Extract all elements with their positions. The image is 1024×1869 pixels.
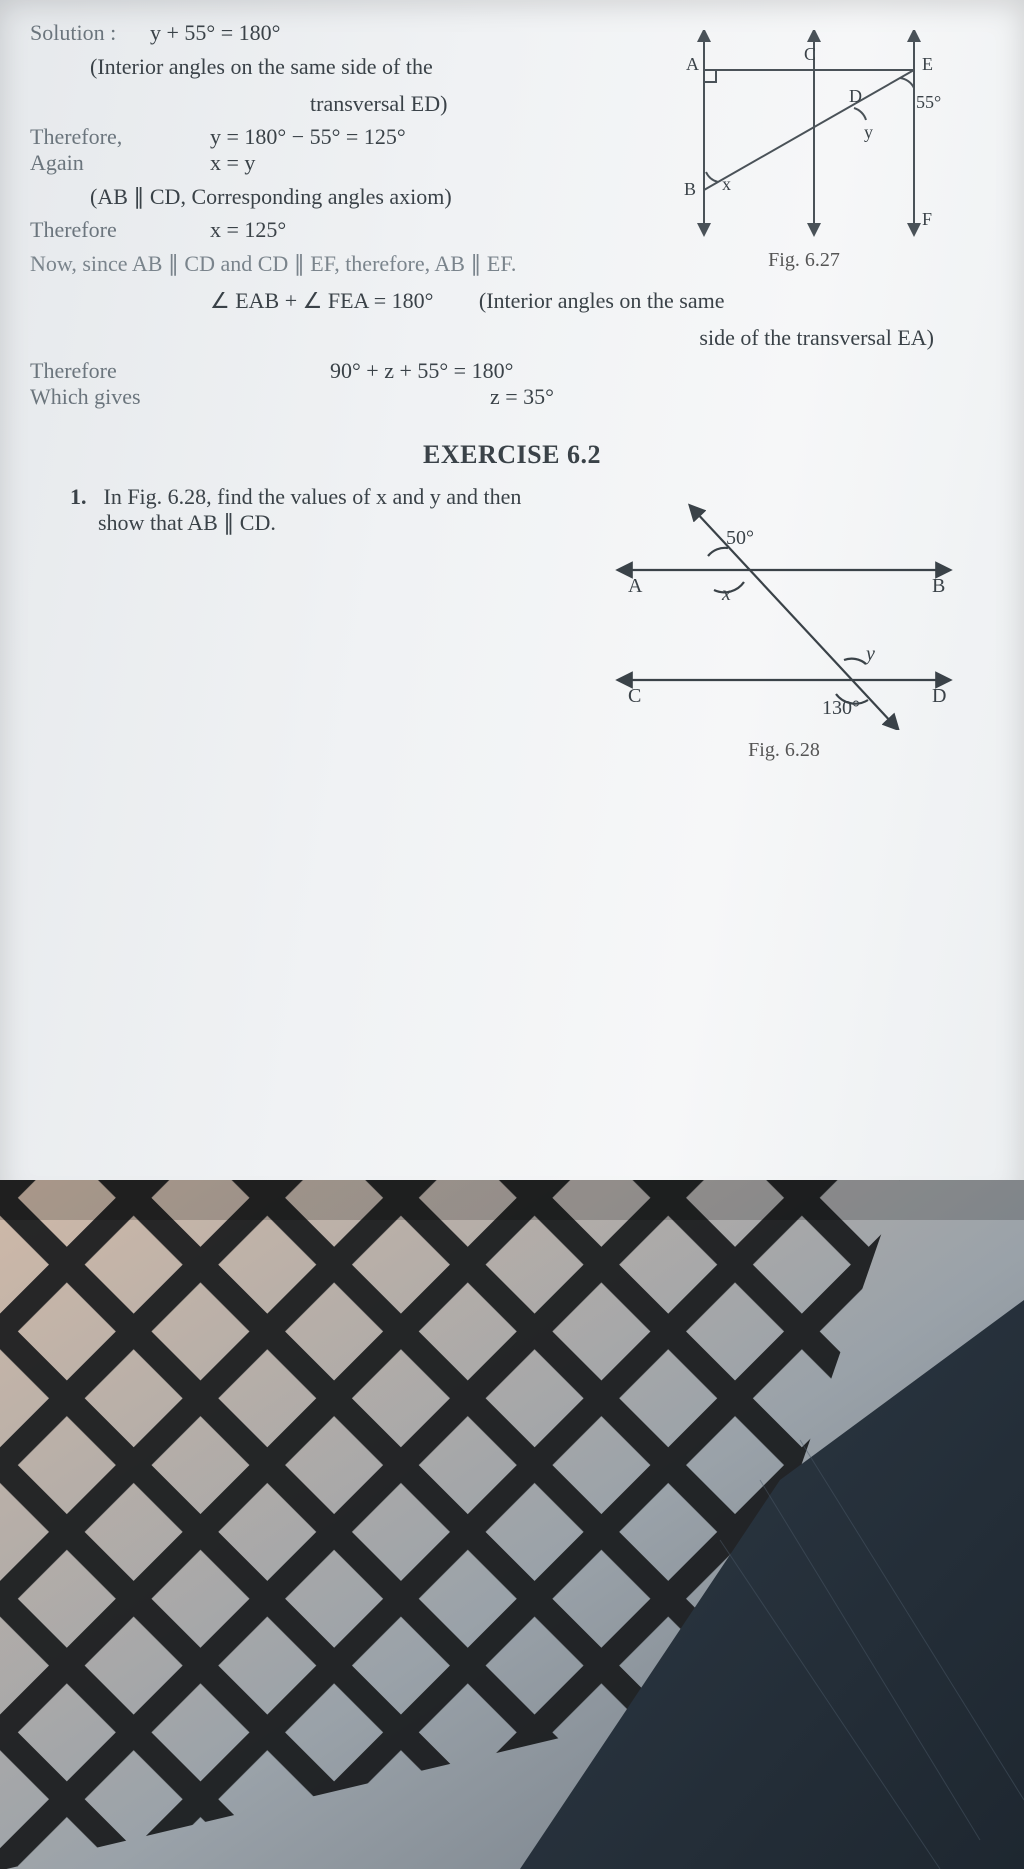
- fig627-label-D: D: [849, 86, 862, 106]
- background-surface: [0, 1180, 1024, 1869]
- reason-3b: side of the transversal EA): [30, 321, 994, 354]
- now-line: Now, since AB ∥ CD and CD ∥ EF, therefor…: [30, 247, 650, 280]
- figure-6-27: A C E B D F 55° x y Fig. 6.27: [654, 30, 954, 260]
- fig627-label-C: C: [804, 44, 816, 64]
- exercise-title: EXERCISE 6.2: [30, 440, 994, 470]
- therefore2-label: Therefore: [30, 217, 150, 243]
- fig627-label-B: B: [684, 179, 696, 199]
- q1-text-b: show that AB ∥ CD.: [98, 510, 276, 536]
- fig628-label-A: A: [628, 575, 643, 597]
- q1-text-a: In Fig. 6.28, find the values of x and y…: [104, 484, 522, 509]
- equation-7: z = 35°: [150, 384, 994, 410]
- fig627-caption: Fig. 6.27: [654, 249, 954, 272]
- reason-3a: (Interior angles on the same: [479, 284, 725, 317]
- equation-5: ∠ EAB + ∠ FEA = 180° (Interior angles on…: [30, 284, 994, 317]
- equation-6: 90° + z + 55° = 180°: [150, 358, 994, 384]
- fig628-label-B: B: [932, 575, 945, 597]
- fig627-label-x: x: [722, 174, 731, 194]
- fig627-label-55: 55°: [916, 92, 941, 112]
- fig627-label-F: F: [922, 209, 932, 229]
- fig628-label-50: 50°: [726, 527, 754, 549]
- whichgives-label: Which gives: [30, 384, 150, 410]
- fig627-label-y: y: [864, 122, 873, 142]
- worked-solution-block: Solution : y + 55° = 180° (Interior angl…: [30, 20, 994, 410]
- fig628-label-C: C: [628, 685, 641, 707]
- q1-number: 1.: [70, 484, 98, 510]
- therefore-label: Therefore,: [30, 124, 150, 150]
- fig628-label-x: x: [721, 583, 731, 605]
- figure-6-28: A B C D 50° x y 130° Fig. 6.28: [604, 500, 964, 762]
- fig628-label-y: y: [864, 643, 875, 665]
- again-label: Again: [30, 150, 150, 176]
- solution-label: Solution :: [30, 20, 150, 46]
- textbook-page: Solution : y + 55° = 180° (Interior angl…: [0, 0, 1024, 1200]
- fig627-label-A: A: [686, 54, 699, 74]
- eq5-text: ∠ EAB + ∠ FEA = 180°: [210, 288, 433, 313]
- fig627-label-E: E: [922, 54, 933, 74]
- fig628-label-130: 130°: [822, 697, 860, 719]
- fig628-label-D: D: [932, 685, 946, 707]
- fig628-caption: Fig. 6.28: [604, 739, 964, 762]
- therefore3-label: Therefore: [30, 358, 150, 384]
